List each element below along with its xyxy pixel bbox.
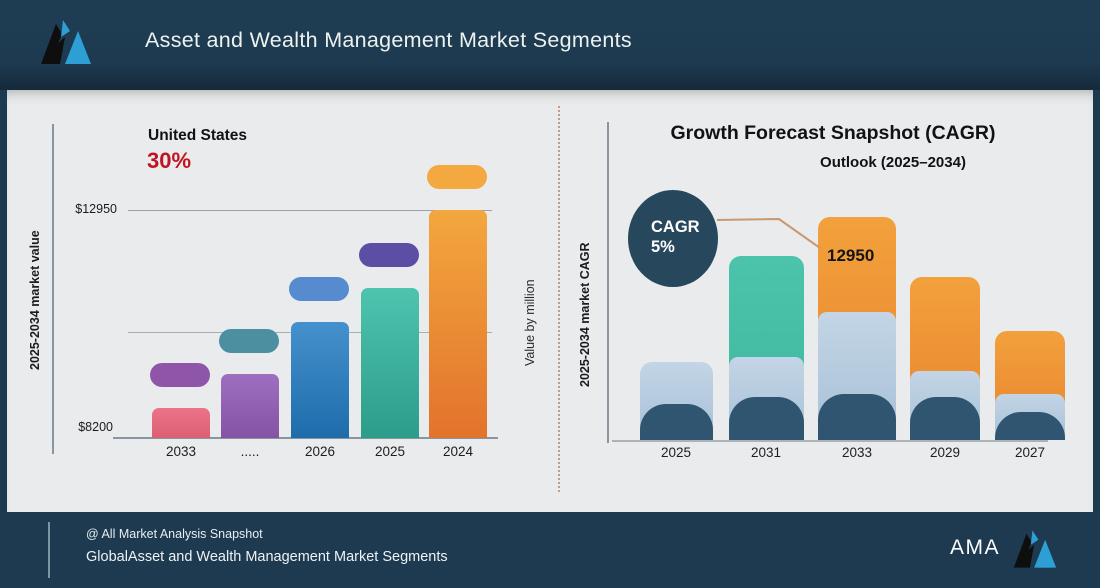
x-label: 2029 — [929, 445, 961, 460]
x-label: 2025 — [660, 445, 692, 460]
right-y-axis — [607, 122, 609, 443]
cagr-badge: CAGR 5% — [628, 190, 718, 287]
x-label: 2025 — [374, 444, 406, 459]
footer-divider — [48, 522, 50, 578]
left-x-axis — [113, 437, 498, 439]
x-label: 2026 — [304, 444, 336, 459]
gridline-mid — [128, 332, 492, 333]
callout-value-label: 12950 — [827, 246, 875, 265]
cagr-badge-label: CAGR — [651, 218, 700, 237]
ama-logo-icon — [1008, 527, 1062, 571]
header: Asset and Wealth Management Market Segme… — [0, 0, 1100, 90]
right-x-axis — [612, 440, 1048, 442]
ama-logo-icon — [40, 14, 92, 70]
right-chart-subtitle: Outlook (2025–2034) — [820, 154, 966, 171]
left-y-axis-title: 2025-2034 market value — [28, 230, 42, 370]
x-label: 2033 — [841, 445, 873, 460]
center-divider — [558, 106, 560, 492]
x-label: 2027 — [1014, 445, 1046, 460]
footer: @ All Market Analysis Snapshot GlobalAss… — [0, 512, 1100, 588]
left-chart-title: United States — [148, 127, 248, 144]
footer-snapshot-text: @ All Market Analysis Snapshot — [86, 527, 263, 541]
tick-8200: $8200 — [78, 420, 113, 434]
tick-12950: $12950 — [75, 202, 117, 216]
x-label: 2024 — [442, 444, 474, 459]
footer-report-title: GlobalAsset and Wealth Management Market… — [86, 549, 448, 565]
value-axis-note: Value by million — [523, 279, 537, 366]
x-label: ..... — [240, 444, 260, 459]
cagr-badge-value: 5% — [651, 238, 675, 257]
x-label: 2031 — [750, 445, 782, 460]
left-y-axis — [52, 124, 54, 454]
footer-brand-text: AMA — [950, 536, 1001, 559]
right-y-axis-title: 2025-2034 market CAGR — [578, 242, 592, 388]
page-title: Asset and Wealth Management Market Segme… — [145, 28, 632, 52]
left-chart-highlight: 30% — [147, 148, 192, 173]
x-label: 2033 — [165, 444, 197, 459]
right-chart-title: Growth Forecast Snapshot (CAGR) — [670, 122, 996, 144]
gridline-12950 — [128, 210, 492, 211]
